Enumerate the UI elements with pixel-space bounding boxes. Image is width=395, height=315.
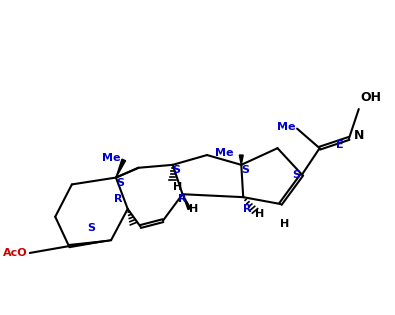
Text: S: S (292, 170, 300, 180)
Text: AcO: AcO (3, 248, 28, 258)
Text: E: E (336, 140, 344, 150)
Text: Me: Me (102, 153, 121, 163)
Polygon shape (239, 155, 243, 165)
Text: R: R (178, 194, 187, 204)
Text: H: H (173, 182, 182, 192)
Text: S: S (173, 165, 181, 175)
Text: Me: Me (215, 148, 233, 158)
Text: Me: Me (276, 122, 295, 132)
Text: S: S (87, 223, 96, 233)
Text: H: H (280, 219, 290, 229)
Text: S: S (241, 165, 249, 175)
Text: S: S (116, 178, 124, 187)
Text: N: N (354, 129, 364, 142)
Text: R: R (243, 204, 252, 214)
Text: H: H (189, 204, 199, 214)
Polygon shape (182, 194, 191, 209)
Text: OH: OH (361, 91, 382, 104)
Text: R: R (114, 194, 122, 204)
Polygon shape (69, 240, 111, 248)
Polygon shape (116, 159, 126, 178)
Text: H: H (255, 209, 264, 219)
